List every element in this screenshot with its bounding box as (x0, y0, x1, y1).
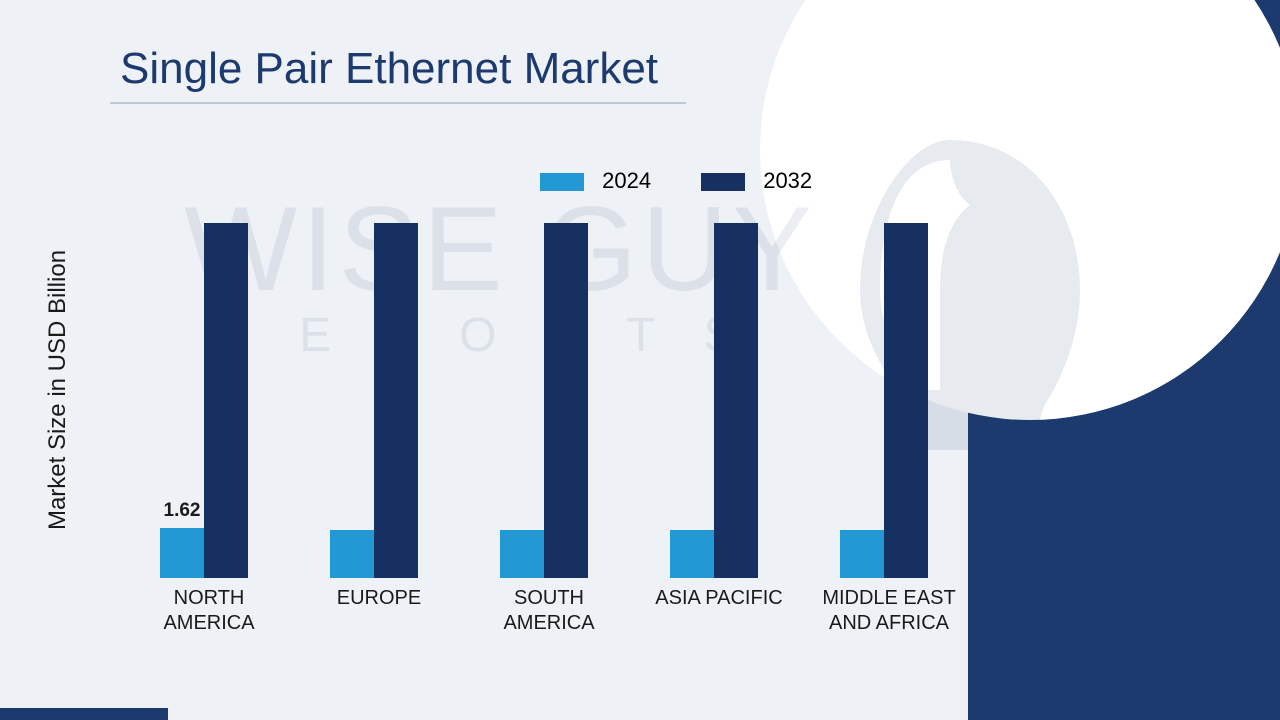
bar-2032 (544, 223, 588, 578)
bar-2024 (500, 530, 544, 578)
x-axis-label: SOUTH AMERICA (474, 586, 624, 636)
bar-2032 (204, 223, 248, 578)
bar-2032 (714, 223, 758, 578)
brand-logo: WISE GUY REPORTS (1062, 26, 1258, 84)
plot-area: 1.62 (108, 208, 978, 578)
legend-swatch-2024 (540, 173, 584, 191)
legend-swatch-2032 (701, 173, 745, 191)
stage: WISE GUY REPORTS WISE GUY REPORTS Single… (0, 0, 1280, 720)
legend-item-2032: 2032 (701, 168, 812, 194)
x-axis-label: ASIA PACIFIC (644, 586, 794, 611)
bar-2024 (670, 530, 714, 578)
y-axis-label: Market Size in USD Billion (44, 250, 72, 530)
brand-word-guy: GUY (1174, 26, 1258, 67)
bar-2024 (160, 528, 204, 578)
legend-item-2024: 2024 (540, 168, 651, 194)
title-underline (110, 102, 686, 104)
bar-2032 (884, 223, 928, 578)
bar-2032 (374, 223, 418, 578)
bar-2024 (840, 530, 884, 578)
x-axis-label: NORTH AMERICA (134, 586, 284, 636)
x-axis-label: MIDDLE EAST AND AFRICA (814, 586, 964, 636)
legend-label-2032: 2032 (763, 168, 812, 193)
legend: 2024 2032 (540, 168, 812, 194)
bar-2024 (330, 530, 374, 578)
bar-value-label: 1.62 (164, 500, 201, 522)
brand-word-wise: WISE (1062, 26, 1162, 67)
brand-word-reports: REPORTS (1062, 66, 1258, 84)
footer-accent-bar (0, 708, 168, 720)
chart-title: Single Pair Ethernet Market (120, 44, 658, 94)
x-axis-label: EUROPE (304, 586, 454, 611)
legend-label-2024: 2024 (602, 168, 651, 193)
